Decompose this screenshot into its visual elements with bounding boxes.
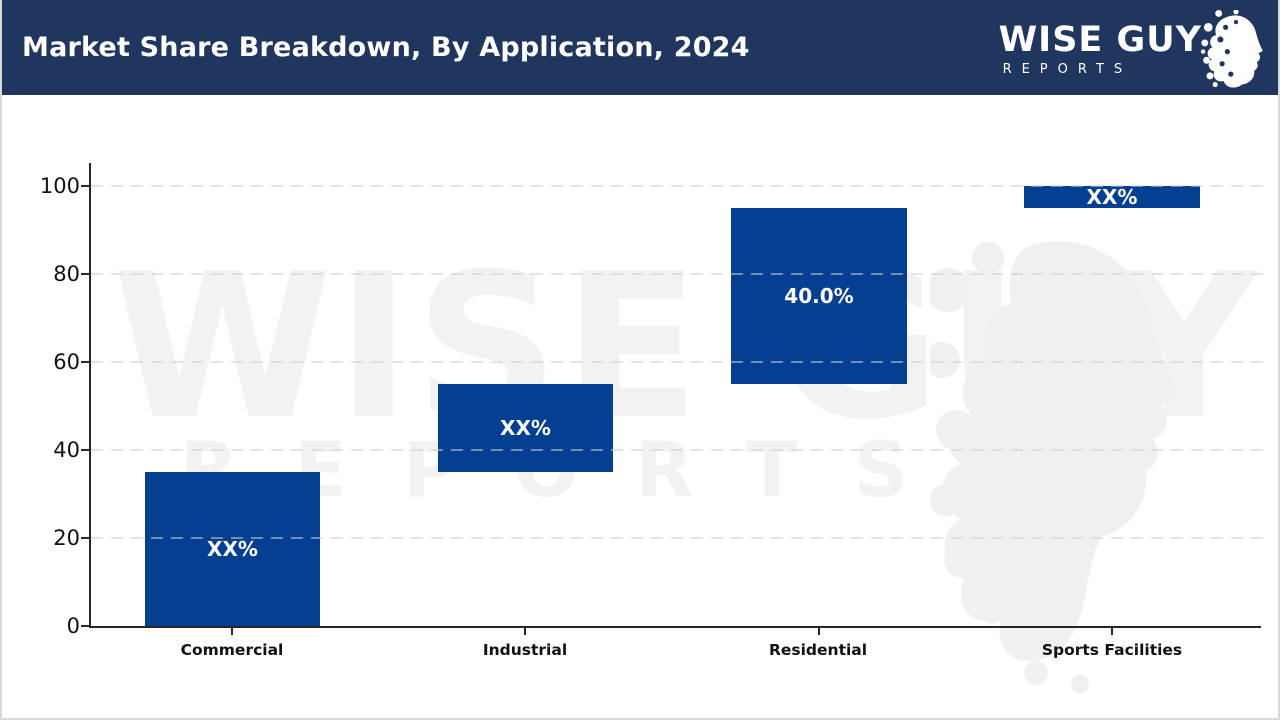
gridline-40 <box>91 449 1266 451</box>
brand-logo: WISE GUY REPORTS <box>999 8 1272 88</box>
y-axis-line <box>89 163 91 628</box>
bar-value-label: 40.0% <box>784 284 854 308</box>
logo-wiseguy-text: WISE GUY <box>998 20 1202 60</box>
y-tick-mark <box>81 625 89 627</box>
bar-commercial: XX% <box>145 472 320 626</box>
x-tick-mark <box>524 628 526 635</box>
y-tick-label: 20 <box>53 526 80 550</box>
y-tick-mark <box>81 537 89 539</box>
gridline-60 <box>91 361 1266 363</box>
x-tick-mark <box>818 628 820 635</box>
y-tick-mark <box>81 185 89 187</box>
y-tick-label: 40 <box>53 438 80 462</box>
x-tick-mark <box>1111 628 1113 635</box>
y-tick-mark <box>81 273 89 275</box>
bar-residential: 40.0% <box>731 208 907 384</box>
logo-reports-text: REPORTS <box>1002 62 1133 77</box>
logo-head-icon <box>1200 10 1263 88</box>
gridline-80 <box>91 273 1266 275</box>
header-bar: Market Share Breakdown, By Application, … <box>2 0 1278 95</box>
x-axis-line <box>89 626 1261 628</box>
bar-value-label: XX% <box>1086 185 1138 209</box>
category-label-residential: Residential <box>768 641 868 659</box>
y-tick-label: 0 <box>66 614 80 638</box>
y-tick-label: 100 <box>39 174 80 198</box>
x-tick-mark <box>231 628 233 635</box>
category-label-commercial: Commercial <box>180 641 284 659</box>
gridline-100 <box>91 185 1266 187</box>
bar-value-label: XX% <box>500 416 551 440</box>
y-tick-label: 60 <box>53 350 80 374</box>
y-tick-mark <box>81 449 89 451</box>
page-title: Market Share Breakdown, By Application, … <box>22 32 750 63</box>
gridline-20 <box>91 537 1266 539</box>
y-tick-mark <box>81 361 89 363</box>
y-tick-label: 80 <box>53 262 80 286</box>
bar-industrial: XX% <box>438 384 613 472</box>
category-label-sports-facilities: Sports Facilities <box>1041 641 1183 659</box>
bar-value-label: XX% <box>207 537 258 561</box>
category-label-industrial: Industrial <box>482 641 568 659</box>
watermark-head-icon <box>930 241 1180 693</box>
logo-wordmark: WISE GUY REPORTS <box>999 20 1202 77</box>
bar-sports-facilities: XX% <box>1024 185 1200 209</box>
